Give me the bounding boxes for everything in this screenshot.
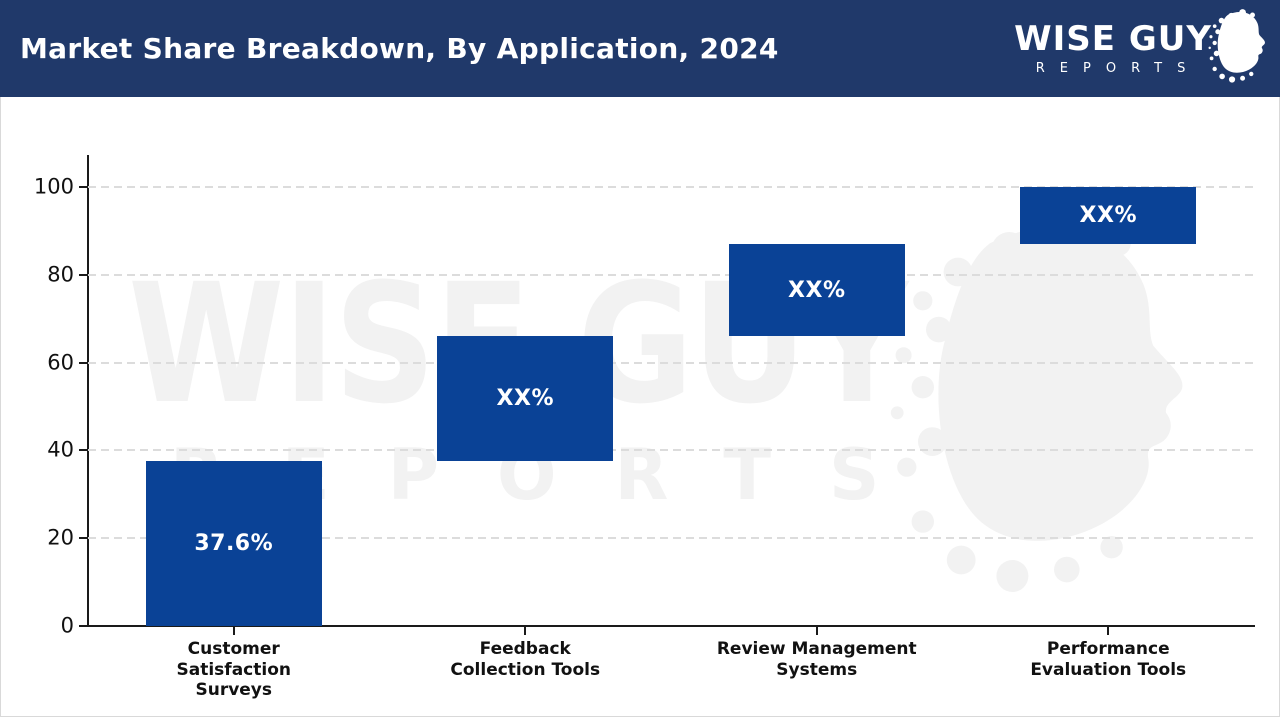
logo-text-block: WISE GUY REPORTS <box>1014 22 1212 76</box>
y-tick-mark-60 <box>79 361 87 364</box>
x-tick-label-performance-evaluation-tools: Performance Evaluation Tools <box>958 639 1258 680</box>
x-tick-mark-feedback-collection-tools <box>524 627 527 635</box>
y-axis-line <box>87 155 89 627</box>
y-tick-mark-80 <box>79 273 87 276</box>
bar-value-label: XX% <box>496 386 554 412</box>
x-tick-label-line: Performance <box>1046 639 1170 659</box>
y-tick-label-20: 20 <box>47 525 74 550</box>
y-tick-label-60: 60 <box>47 350 74 375</box>
logo-brand-text: WISE GUY <box>1014 18 1212 59</box>
x-tick-label-line: Customer <box>187 639 280 659</box>
bar-feedback-collection-tools: XX% <box>437 336 614 461</box>
wise-guy-logo: WISE GUY REPORTS <box>1014 8 1268 89</box>
bar-value-label: XX% <box>1079 203 1137 229</box>
y-tick-label-80: 80 <box>47 262 74 287</box>
bar-value-label: XX% <box>788 277 846 303</box>
x-tick-label-line: Feedback <box>479 639 571 659</box>
gridline-60 <box>88 361 1254 364</box>
gridline-20 <box>88 537 1254 540</box>
x-tick-label-line: Review Management <box>716 639 917 659</box>
logo-reports-text: REPORTS <box>1035 60 1201 76</box>
x-tick-label-line: Systems <box>776 659 858 680</box>
y-tick-mark-40 <box>79 449 87 452</box>
gridline-100 <box>88 186 1254 188</box>
bar-value-label: 37.6% <box>194 530 274 556</box>
bar-performance-evaluation-tools: XX% <box>1020 187 1197 245</box>
bar-customer-satisfaction-surveys: 37.6% <box>145 460 322 626</box>
x-tick-label-line: Collection Tools <box>450 659 601 680</box>
x-tick-label-review-management-systems: Review Management Systems <box>667 639 967 680</box>
x-tick-label-line: Satisfaction <box>176 659 291 680</box>
y-tick-label-0: 0 <box>60 613 74 638</box>
gridline-40 <box>88 449 1254 452</box>
y-tick-label-40: 40 <box>47 437 74 462</box>
y-tick-mark-0 <box>79 625 87 627</box>
x-tick-label-line: Surveys <box>195 680 273 700</box>
x-axis-line <box>87 625 1255 627</box>
chart-title: Market Share Breakdown, By Application, … <box>20 32 779 65</box>
y-tick-mark-100 <box>79 186 87 188</box>
gridline-80 <box>88 273 1254 276</box>
x-tick-mark-review-management-systems <box>815 627 818 635</box>
y-tick-label-100: 100 <box>33 174 74 199</box>
x-tick-label-line: Evaluation Tools <box>1030 659 1187 680</box>
x-tick-mark-performance-evaluation-tools <box>1107 627 1110 635</box>
x-tick-label-customer-satisfaction-surveys: Customer Satisfaction Surveys <box>84 639 384 701</box>
x-tick-mark-customer-satisfaction-surveys <box>232 627 235 635</box>
y-tick-mark-20 <box>79 537 87 540</box>
x-tick-label-feedback-collection-tools: Feedback Collection Tools <box>375 639 675 680</box>
header-bar: Market Share Breakdown, By Application, … <box>0 0 1280 97</box>
bar-review-management-systems: XX% <box>728 244 905 337</box>
